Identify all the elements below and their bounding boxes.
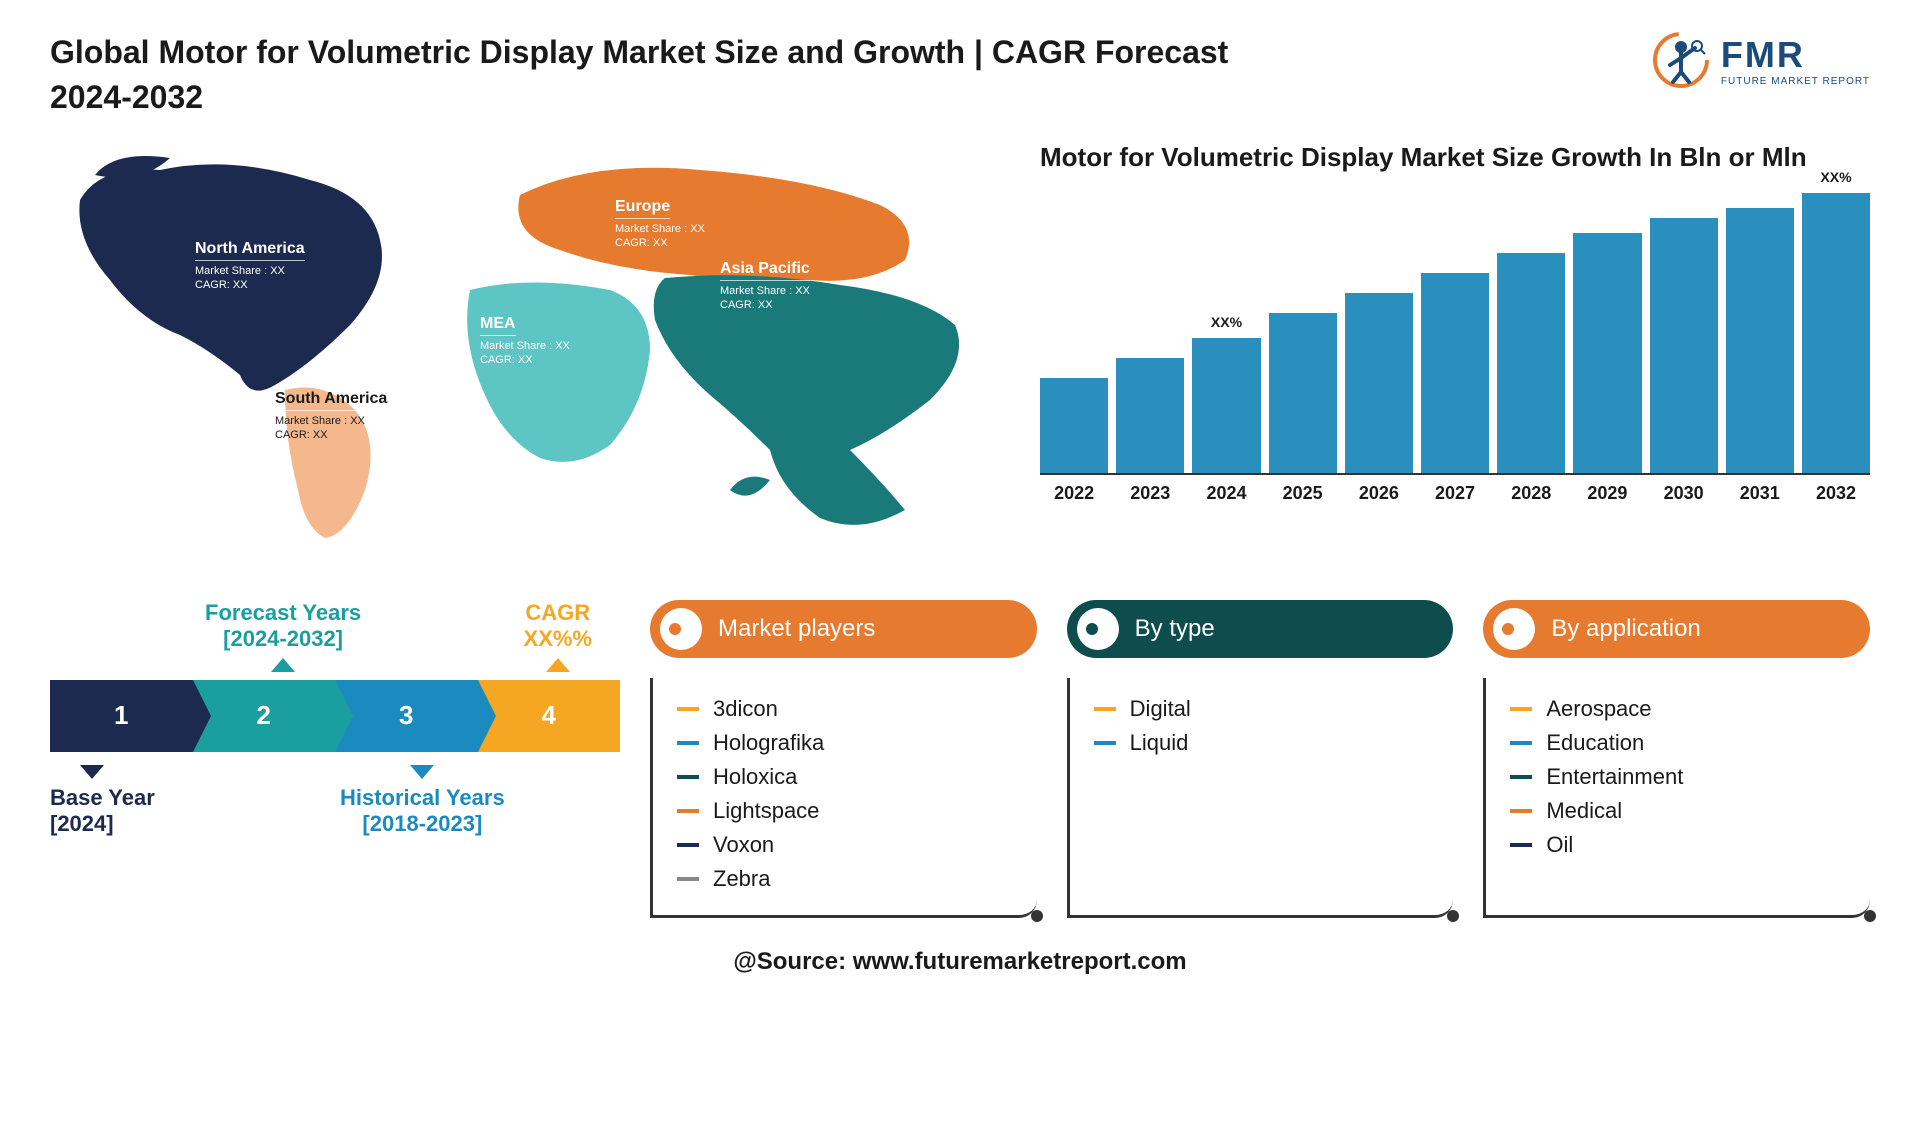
timeline-seg-2: 2 [193, 680, 336, 752]
bar-2031 [1726, 208, 1794, 473]
region-label-ap: Asia PacificMarket Share : XXCAGR: XX [720, 260, 810, 313]
bar-2030 [1650, 218, 1718, 473]
x-label: 2027 [1421, 483, 1489, 504]
bar-2024: XX% [1192, 338, 1260, 473]
bar-2022 [1040, 378, 1108, 473]
timeline-seg-3: 3 [335, 680, 478, 752]
bars-container: XX% XX% [1040, 185, 1870, 475]
list-market-players: 3diconHolografikaHoloxicaLightspaceVoxon… [650, 678, 1037, 918]
arrow-down-icon [80, 765, 104, 779]
x-label: 2023 [1116, 483, 1184, 504]
forecast-label: Forecast Years [2024-2032] [205, 600, 361, 673]
list-item: Zebra [677, 862, 1027, 896]
logo-text-main: FMR [1721, 34, 1870, 76]
arrow-up-icon [271, 658, 295, 672]
list-item: Oil [1510, 828, 1860, 862]
pill-market-players: Market players [650, 600, 1037, 658]
market-players-col: Market players 3diconHolografikaHoloxica… [650, 600, 1037, 918]
cagr-label: CAGR XX%% [524, 600, 592, 673]
base-year-label: Base Year [2024] [50, 765, 155, 838]
source-attribution: @Source: www.futuremarketreport.com [50, 948, 1870, 976]
pill-dot-icon [1077, 608, 1119, 650]
bar-2023 [1116, 358, 1184, 473]
by-type-col: By type DigitalLiquid [1067, 600, 1454, 918]
fmr-logo-icon [1651, 30, 1711, 90]
x-label: 2032 [1802, 483, 1870, 504]
bar-2026 [1345, 293, 1413, 473]
arrow-down-icon [410, 765, 434, 779]
bar-2025 [1269, 313, 1337, 473]
list-item: Holoxica [677, 760, 1027, 794]
x-axis-labels: 2022 2023 2024 2025 2026 2027 2028 2029 2030 2031… [1040, 483, 1870, 504]
x-label: 2031 [1726, 483, 1794, 504]
region-label-eu: EuropeMarket Share : XXCAGR: XX [615, 198, 705, 251]
list-item: Holografika [677, 726, 1027, 760]
pill-by-application: By application [1483, 600, 1870, 658]
list-item: Voxon [677, 828, 1027, 862]
timeline-seg-1: 1 [50, 680, 193, 752]
x-label: 2026 [1345, 483, 1413, 504]
list-item: Education [1510, 726, 1860, 760]
list-item: Medical [1510, 794, 1860, 828]
timeline-bar: 1234 [50, 680, 620, 752]
bar-2029 [1573, 233, 1641, 473]
bar-2027 [1421, 273, 1489, 473]
pill-by-type: By type [1067, 600, 1454, 658]
x-label: 2028 [1497, 483, 1565, 504]
list-item: Aerospace [1510, 692, 1860, 726]
timeline: Forecast Years [2024-2032] CAGR XX%% 123… [50, 600, 620, 918]
historical-label: Historical Years [2018-2023] [340, 765, 505, 838]
region-eu [518, 167, 909, 281]
list-by-application: AerospaceEducationEntertainmentMedicalOi… [1483, 678, 1870, 918]
list-item: 3dicon [677, 692, 1027, 726]
logo-text-sub: FUTURE MARKET REPORT [1721, 76, 1870, 87]
arrow-up-icon [546, 658, 570, 672]
x-label: 2024 [1192, 483, 1260, 504]
x-label: 2030 [1650, 483, 1718, 504]
x-label: 2029 [1573, 483, 1641, 504]
by-application-col: By application AerospaceEducationEnterta… [1483, 600, 1870, 918]
list-item: Digital [1094, 692, 1444, 726]
page-title: Global Motor for Volumetric Display Mark… [50, 30, 1300, 120]
pill-dot-icon [1493, 608, 1535, 650]
list-by-type: DigitalLiquid [1067, 678, 1454, 918]
region-label-mea: MEAMarket Share : XXCAGR: XX [480, 315, 570, 368]
world-map: North AmericaMarket Share : XXCAGR: XX So… [50, 140, 1010, 560]
region-ap [654, 275, 959, 525]
bottom-row: Forecast Years [2024-2032] CAGR XX%% 123… [50, 600, 1870, 918]
region-label-sa: South AmericaMarket Share : XXCAGR: XX [275, 390, 387, 443]
bar-2028 [1497, 253, 1565, 473]
x-label: 2025 [1269, 483, 1337, 504]
logo: FMR FUTURE MARKET REPORT [1651, 30, 1870, 90]
bar-chart: Motor for Volumetric Display Market Size… [1040, 140, 1870, 560]
chart-title: Motor for Volumetric Display Market Size… [1040, 140, 1870, 175]
timeline-seg-4: 4 [478, 680, 621, 752]
main-row: North AmericaMarket Share : XXCAGR: XX So… [50, 140, 1870, 560]
region-mea [467, 282, 650, 461]
list-item: Liquid [1094, 726, 1444, 760]
header: Global Motor for Volumetric Display Mark… [50, 30, 1870, 120]
list-item: Entertainment [1510, 760, 1860, 794]
x-label: 2022 [1040, 483, 1108, 504]
pill-dot-icon [660, 608, 702, 650]
region-label-na: North AmericaMarket Share : XXCAGR: XX [195, 240, 305, 293]
list-item: Lightspace [677, 794, 1027, 828]
bar-2032: XX% [1802, 193, 1870, 473]
